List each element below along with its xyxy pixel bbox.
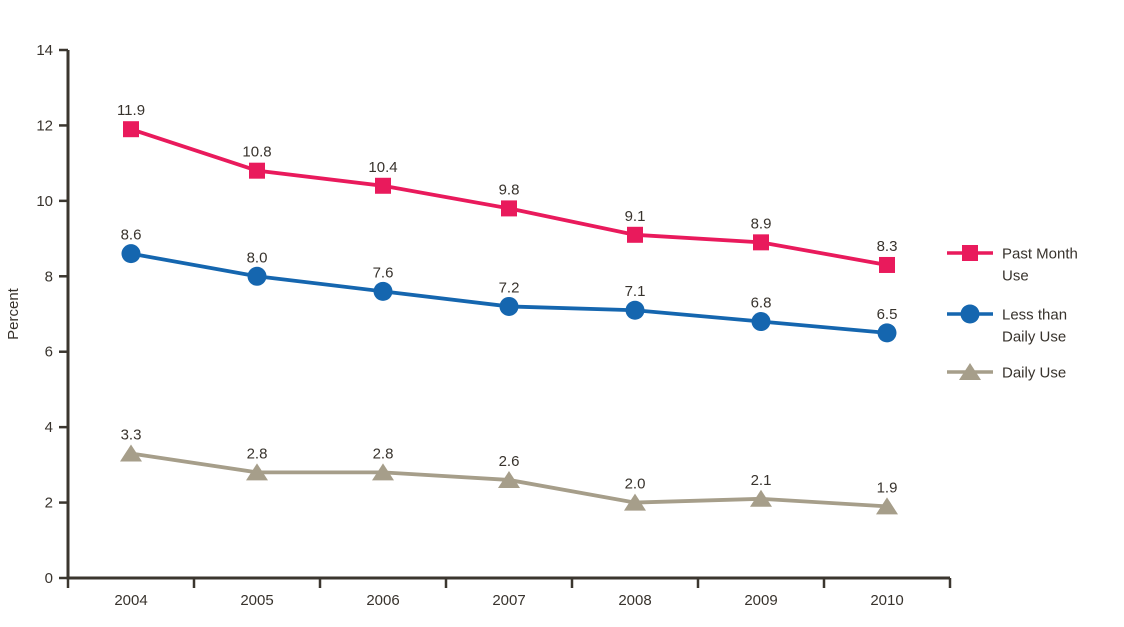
data-point-marker	[123, 121, 139, 138]
y-axis-title: Percent	[5, 287, 22, 340]
data-point-label: 2.1	[751, 472, 772, 489]
data-point-label: 10.8	[242, 144, 271, 161]
y-tick-label: 14	[36, 42, 53, 59]
data-point-label: 2.0	[625, 476, 646, 493]
legend-label: Use	[1002, 268, 1029, 285]
y-tick-label: 8	[45, 268, 53, 285]
x-tick-label: 2010	[870, 592, 903, 609]
data-point-marker	[627, 226, 643, 243]
y-tick-label: 6	[45, 344, 53, 361]
y-tick-label: 12	[36, 117, 53, 134]
data-point-label: 7.2	[499, 279, 520, 296]
y-tick-label: 2	[45, 495, 53, 512]
data-point-marker	[624, 493, 646, 511]
data-point-marker	[373, 281, 393, 301]
data-point-label: 10.4	[368, 159, 397, 176]
data-point-marker	[753, 234, 769, 251]
data-point-label: 6.5	[877, 306, 898, 323]
data-point-label: 8.6	[121, 227, 142, 244]
data-point-label: 7.6	[373, 264, 394, 281]
data-point-marker	[120, 444, 142, 462]
y-tick-label: 4	[45, 419, 53, 436]
data-point-label: 8.9	[751, 215, 772, 232]
x-tick-label: 2006	[366, 592, 399, 609]
data-point-marker	[499, 296, 519, 316]
data-point-marker	[249, 162, 265, 179]
data-point-label: 2.6	[499, 453, 520, 470]
data-point-label: 6.8	[751, 295, 772, 312]
data-point-marker	[877, 323, 897, 343]
data-point-marker	[498, 470, 520, 488]
data-point-marker	[247, 266, 267, 286]
data-point-label: 9.8	[499, 181, 520, 198]
x-tick-label: 2008	[618, 592, 651, 609]
data-point-label: 11.9	[117, 102, 145, 119]
legend-swatch-marker	[962, 245, 978, 261]
x-tick-label: 2005	[240, 592, 273, 609]
data-point-marker	[625, 300, 645, 320]
x-tick-label: 2004	[114, 592, 147, 609]
data-point-label: 8.3	[877, 238, 898, 255]
data-point-label: 2.8	[247, 445, 268, 462]
data-point-label: 9.1	[625, 208, 646, 225]
legend-label: Daily Use	[1002, 329, 1066, 346]
legend-label: Less than	[1002, 307, 1067, 324]
data-point-marker	[876, 497, 898, 515]
data-point-marker	[750, 489, 772, 507]
y-tick-label: 10	[36, 193, 53, 210]
data-point-marker	[372, 463, 394, 481]
data-point-label: 3.3	[121, 427, 142, 444]
legend-swatch-marker	[960, 304, 980, 324]
data-point-label: 1.9	[877, 479, 898, 496]
data-point-label: 2.8	[373, 445, 394, 462]
x-tick-label: 2009	[744, 592, 777, 609]
data-point-marker	[879, 256, 895, 273]
data-point-marker	[501, 200, 517, 217]
data-point-label: 7.1	[625, 283, 646, 300]
data-point-marker	[751, 312, 771, 332]
data-point-marker	[246, 463, 268, 481]
legend-label: Past Month	[1002, 246, 1078, 263]
legend-swatch-marker	[959, 363, 981, 380]
x-tick-label: 2007	[492, 592, 525, 609]
data-point-label: 8.0	[247, 249, 268, 266]
legend-label: Daily Use	[1002, 365, 1066, 382]
y-tick-label: 0	[45, 570, 53, 587]
data-point-marker	[375, 177, 391, 194]
data-point-marker	[121, 244, 141, 264]
